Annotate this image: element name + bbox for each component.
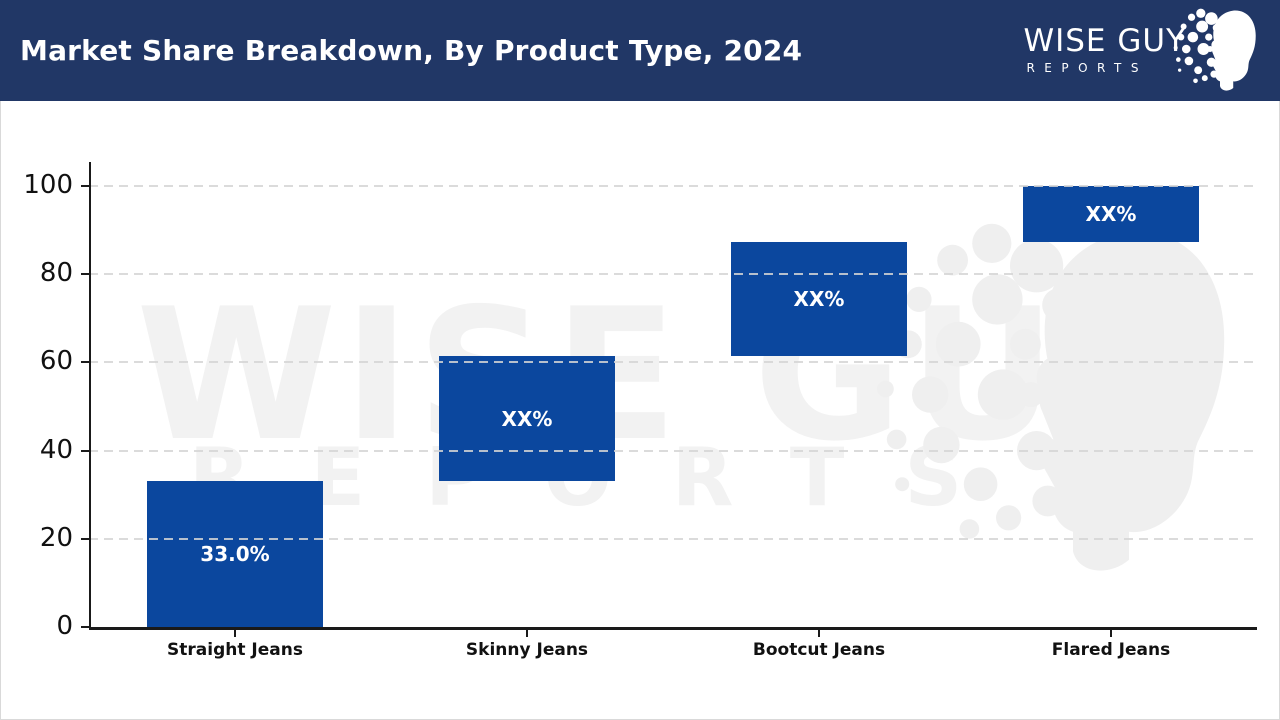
bar-bootcut-jeans: XX% bbox=[731, 242, 907, 356]
x-tick-mark bbox=[818, 628, 820, 637]
y-tick-mark bbox=[81, 185, 89, 187]
x-tick-label: Skinny Jeans bbox=[465, 640, 589, 660]
x-tick-mark bbox=[234, 628, 236, 637]
y-tick-label: 60 bbox=[39, 346, 73, 377]
bar-value-label: XX% bbox=[1085, 202, 1137, 226]
gridline bbox=[89, 537, 1254, 540]
y-tick-mark bbox=[81, 626, 89, 628]
y-tick-label: 40 bbox=[39, 434, 73, 465]
bar-skinny-jeans: XX% bbox=[439, 355, 615, 482]
x-axis-line bbox=[89, 627, 1257, 630]
bar-straight-jeans: 33.0% bbox=[147, 481, 323, 627]
x-tick-label: Bootcut Jeans bbox=[752, 640, 886, 660]
header-bar: Market Share Breakdown, By Product Type,… bbox=[0, 0, 1280, 101]
x-tick-label: Straight Jeans bbox=[167, 640, 303, 660]
y-tick-mark bbox=[81, 537, 89, 540]
y-tick-label: 0 bbox=[56, 611, 73, 641]
brand-logo-text: WISE GUY REPORTS bbox=[1023, 23, 1186, 76]
x-tick-label: Flared Jeans bbox=[1051, 640, 1171, 660]
bar-value-label: 33.0% bbox=[200, 542, 270, 567]
gridline bbox=[89, 449, 1254, 452]
y-tick-mark bbox=[81, 449, 89, 452]
dotted-head-icon bbox=[1173, 8, 1256, 91]
y-tick-label: 20 bbox=[39, 522, 73, 553]
brand-subname: REPORTS bbox=[1026, 61, 1148, 75]
x-tick-mark bbox=[526, 628, 528, 637]
bar-flared-jeans: XX% bbox=[1023, 186, 1199, 242]
head-dots bbox=[1173, 8, 1222, 83]
bar-value-label: XX% bbox=[501, 406, 553, 431]
page-title: Market Share Breakdown, By Product Type,… bbox=[20, 34, 803, 67]
y-tick-label: 80 bbox=[39, 258, 73, 289]
brand-name: WISE GUY bbox=[1023, 23, 1186, 59]
head-profile bbox=[1211, 10, 1256, 91]
y-tick-mark bbox=[81, 273, 89, 276]
y-tick-mark bbox=[81, 361, 89, 364]
gridline bbox=[89, 185, 1254, 187]
brand-logo: WISE GUY REPORTS bbox=[1023, 8, 1280, 94]
watermark-head-icon bbox=[877, 223, 1225, 571]
x-tick-mark bbox=[1110, 628, 1112, 637]
y-tick-label: 100 bbox=[23, 170, 73, 200]
y-axis-line bbox=[89, 162, 91, 629]
bar-value-label: XX% bbox=[793, 286, 845, 311]
gridline bbox=[89, 361, 1254, 364]
gridline bbox=[89, 273, 1254, 276]
chart-area: WISE GUY REPORTS 02040608010033.0%Straig… bbox=[0, 101, 1280, 720]
